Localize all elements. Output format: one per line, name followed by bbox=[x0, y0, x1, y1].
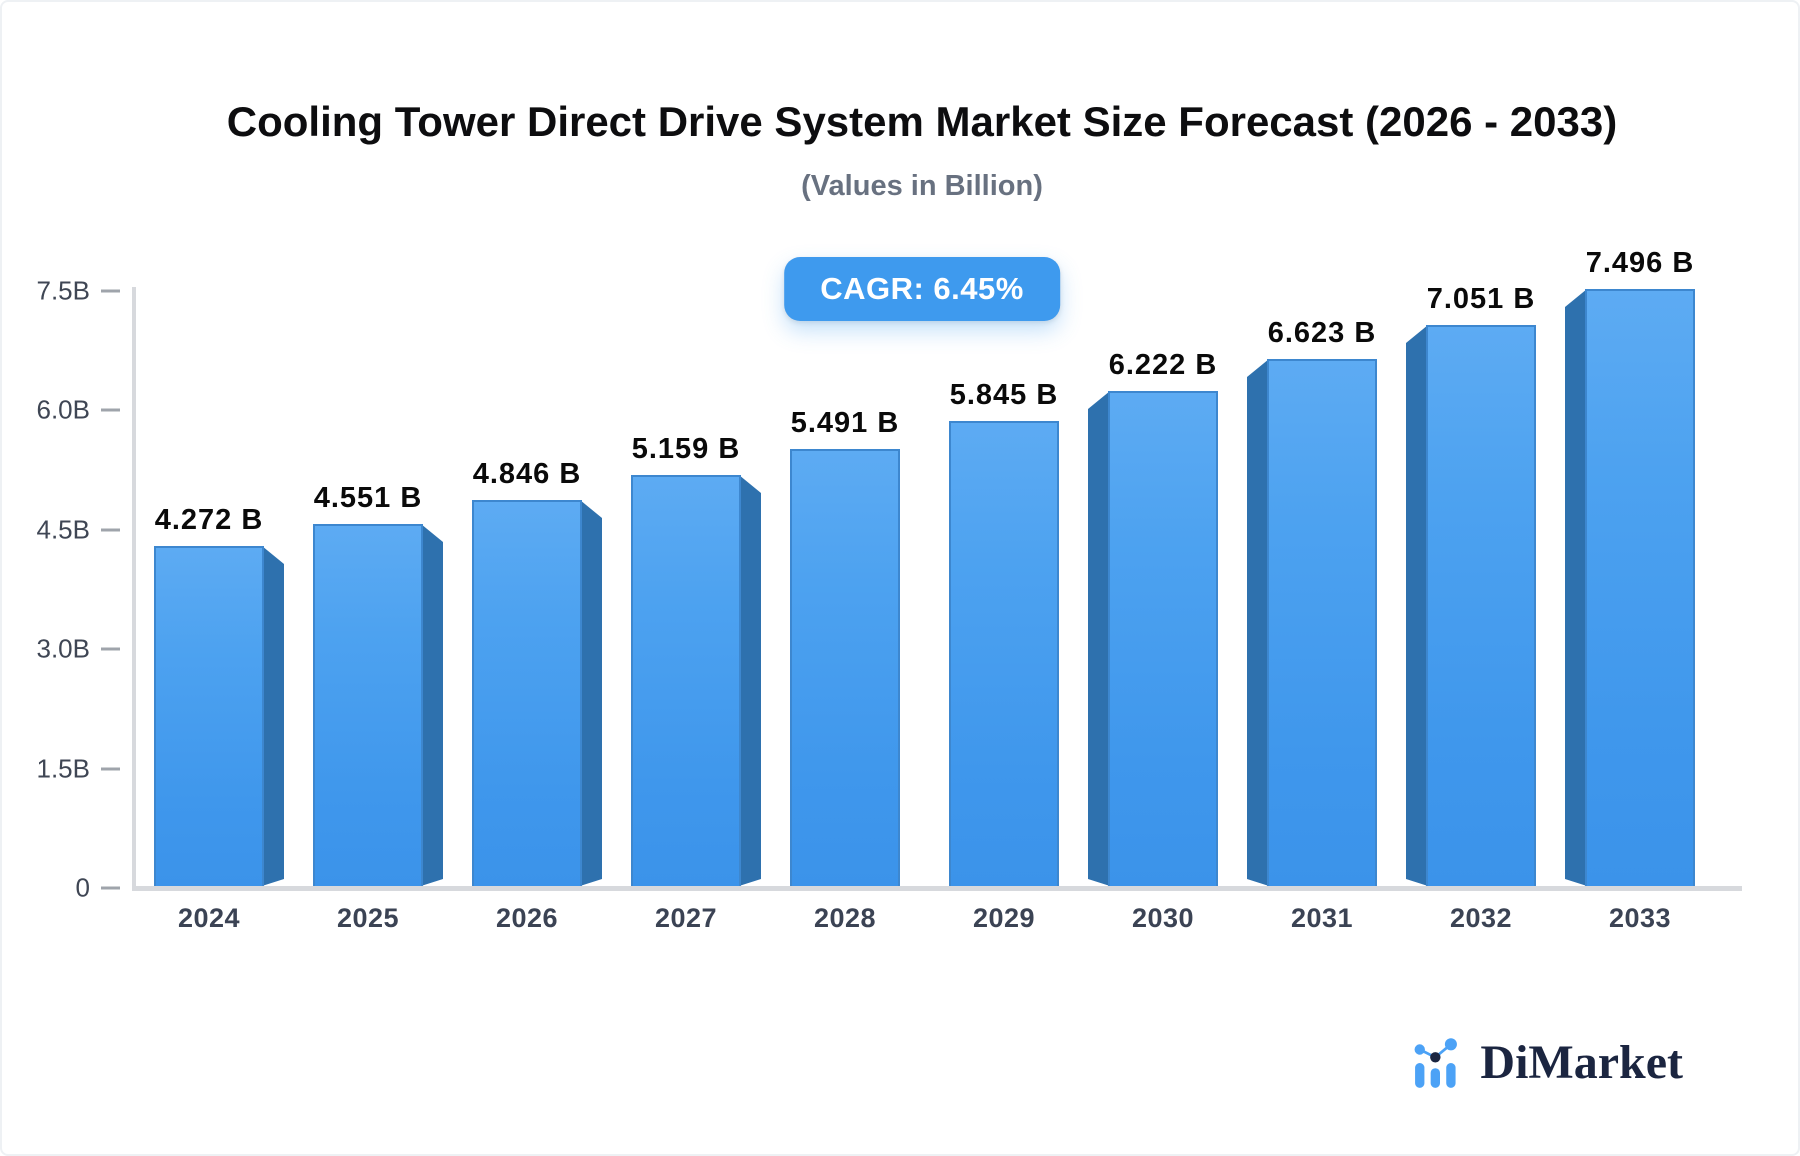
y-axis-line bbox=[132, 287, 136, 886]
bar-side-face bbox=[1247, 359, 1269, 886]
bar-value-label: 5.159 B bbox=[631, 433, 741, 465]
x-tick-label: 2027 bbox=[654, 903, 718, 933]
y-tick-label: 1.5B bbox=[36, 753, 91, 784]
bar-group-2027: 5.159 B bbox=[631, 433, 741, 886]
bar-front-face bbox=[949, 421, 1059, 886]
logo-text: DiMarket bbox=[1480, 1036, 1683, 1089]
y-tick-dash bbox=[101, 647, 120, 651]
bar-front-face bbox=[1426, 325, 1536, 886]
chart-title: Cooling Tower Direct Drive System Market… bbox=[226, 98, 1618, 145]
cagr-badge: CAGR: 6.45% bbox=[784, 257, 1060, 321]
bar-value-label: 5.491 B bbox=[790, 407, 900, 439]
bar-group-2030: 6.222 B bbox=[1108, 349, 1218, 886]
bar-group-2028: 5.491 B bbox=[790, 407, 900, 886]
bar-front-face bbox=[472, 500, 582, 886]
bar-front-face bbox=[1108, 391, 1218, 886]
bar-side-face bbox=[421, 524, 443, 886]
bar-group-2026: 4.846 B bbox=[472, 458, 582, 886]
y-tick-label: 3.0B bbox=[36, 633, 91, 664]
bar-value-label: 7.496 B bbox=[1585, 247, 1695, 279]
bar-group-2031: 6.623 B bbox=[1267, 317, 1377, 886]
bar-value-label: 7.051 B bbox=[1426, 283, 1536, 315]
y-tick-dash bbox=[101, 767, 120, 771]
bar-front-face bbox=[154, 546, 264, 886]
bar-front-face bbox=[631, 475, 741, 886]
y-tick-label: 7.5B bbox=[36, 275, 91, 306]
x-tick-label: 2032 bbox=[1449, 903, 1513, 933]
bar-group-2025: 4.551 B bbox=[313, 482, 423, 886]
bar-value-label: 4.846 B bbox=[472, 458, 582, 490]
y-tick-dash bbox=[101, 528, 120, 532]
bar-side-face bbox=[262, 546, 284, 886]
x-tick-label: 2025 bbox=[336, 903, 400, 933]
y-tick-label: 6.0B bbox=[36, 394, 91, 425]
y-tick-label: 4.5B bbox=[36, 514, 91, 545]
bar-side-face bbox=[1088, 391, 1110, 886]
bar-value-label: 4.272 B bbox=[154, 504, 264, 536]
bar-value-label: 6.623 B bbox=[1267, 317, 1377, 349]
bar-value-label: 6.222 B bbox=[1108, 349, 1218, 381]
y-tick-dash bbox=[101, 408, 120, 412]
bar-side-face bbox=[1565, 289, 1587, 886]
bar-group-2033: 7.496 B bbox=[1585, 247, 1695, 886]
brand-logo: DiMarket bbox=[1413, 1036, 1683, 1090]
bar-front-face bbox=[1267, 359, 1377, 886]
bar-chart-logo-icon bbox=[1414, 1038, 1458, 1088]
x-baseline bbox=[132, 886, 1742, 891]
x-tick-label: 2028 bbox=[813, 903, 877, 933]
y-tick-dash bbox=[101, 289, 120, 293]
bar-group-2029: 5.845 B bbox=[949, 379, 1059, 886]
bar-value-label: 4.551 B bbox=[313, 482, 423, 514]
x-tick-label: 2030 bbox=[1131, 903, 1195, 933]
x-tick-label: 2033 bbox=[1608, 903, 1672, 933]
bar-value-label: 5.845 B bbox=[949, 379, 1059, 411]
y-tick-label: 0 bbox=[75, 872, 90, 903]
x-tick-label: 2024 bbox=[177, 903, 241, 933]
bar-side-face bbox=[1406, 325, 1428, 886]
bar-side-face bbox=[739, 475, 761, 886]
chart-subtitle: (Values in Billion) bbox=[801, 170, 1043, 202]
bar-group-2024: 4.272 B bbox=[154, 504, 264, 886]
x-tick-label: 2029 bbox=[972, 903, 1036, 933]
bar-side-face bbox=[580, 500, 602, 886]
bar-front-face bbox=[313, 524, 423, 886]
y-tick-dash bbox=[101, 886, 120, 890]
bar-front-face bbox=[790, 449, 900, 886]
bar-group-2032: 7.051 B bbox=[1426, 283, 1536, 886]
x-tick-label: 2031 bbox=[1290, 903, 1354, 933]
bar-front-face bbox=[1585, 289, 1695, 886]
x-tick-label: 2026 bbox=[495, 903, 559, 933]
